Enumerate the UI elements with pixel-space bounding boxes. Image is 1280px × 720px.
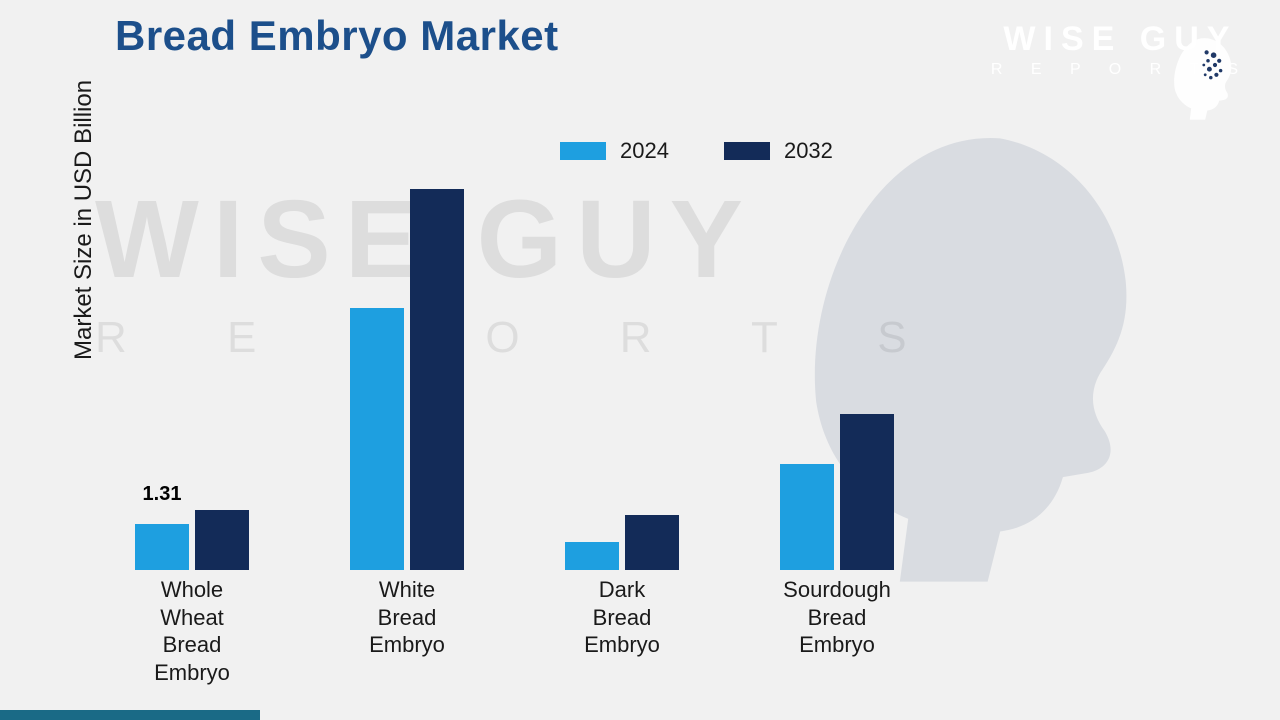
plot-area: WholeWheatBreadEmbryoWhiteBreadEmbryoDar…	[110, 180, 970, 570]
bar-2024	[565, 542, 619, 570]
legend-swatch-2024	[560, 142, 606, 160]
legend-swatch-2032	[724, 142, 770, 160]
legend: 2024 2032	[560, 138, 833, 164]
page-root: WISE GUY R E P O R T S Bread Embryo Mark…	[0, 0, 1280, 720]
category-label: WholeWheatBreadEmbryo	[100, 576, 284, 686]
bar-2024	[780, 464, 834, 570]
y-axis-label: Market Size in USD Billion	[70, 80, 98, 360]
legend-item-2024: 2024	[560, 138, 669, 164]
bottom-accent-bar	[0, 710, 260, 720]
category-label: WhiteBreadEmbryo	[315, 576, 499, 659]
brand-logo: WISE GUY R E P O R T S	[991, 22, 1250, 78]
bar-2024	[350, 308, 404, 570]
category-label: DarkBreadEmbryo	[530, 576, 714, 659]
value-label: 1.31	[143, 483, 182, 506]
bar-2032	[840, 414, 894, 570]
bar-2032	[410, 189, 464, 570]
bar-2032	[195, 510, 249, 570]
legend-label-2024: 2024	[620, 138, 669, 164]
chart-title: Bread Embryo Market	[115, 12, 559, 60]
bar-2024	[135, 524, 189, 570]
bar-2032	[625, 515, 679, 570]
logo-head-icon	[1166, 34, 1236, 124]
legend-item-2032: 2032	[724, 138, 833, 164]
category-label: SourdoughBreadEmbryo	[745, 576, 929, 659]
legend-label-2032: 2032	[784, 138, 833, 164]
